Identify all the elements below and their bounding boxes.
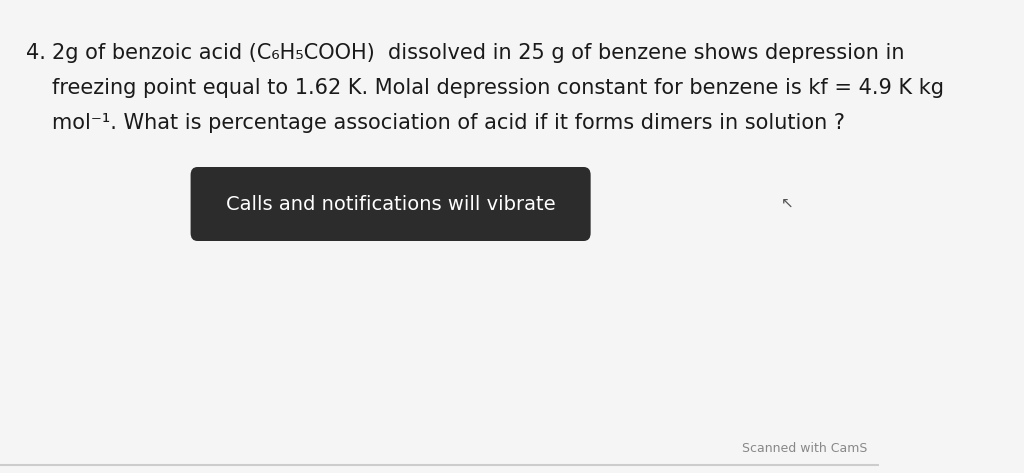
Text: mol⁻¹. What is percentage association of acid if it forms dimers in solution ?: mol⁻¹. What is percentage association of… (51, 113, 845, 133)
Text: Scanned with CamS: Scanned with CamS (741, 442, 867, 455)
Text: 2g of benzoic acid (C₆H₅COOH)  dissolved in 25 g of benzene shows depression in: 2g of benzoic acid (C₆H₅COOH) dissolved … (51, 43, 904, 63)
Text: ↖: ↖ (781, 195, 794, 210)
FancyBboxPatch shape (190, 167, 591, 241)
Text: Calls and notifications will vibrate: Calls and notifications will vibrate (226, 194, 555, 213)
Text: freezing point equal to 1.62 K. Molal depression constant for benzene is kf = 4.: freezing point equal to 1.62 K. Molal de… (51, 78, 943, 98)
Text: 4.: 4. (26, 43, 46, 63)
